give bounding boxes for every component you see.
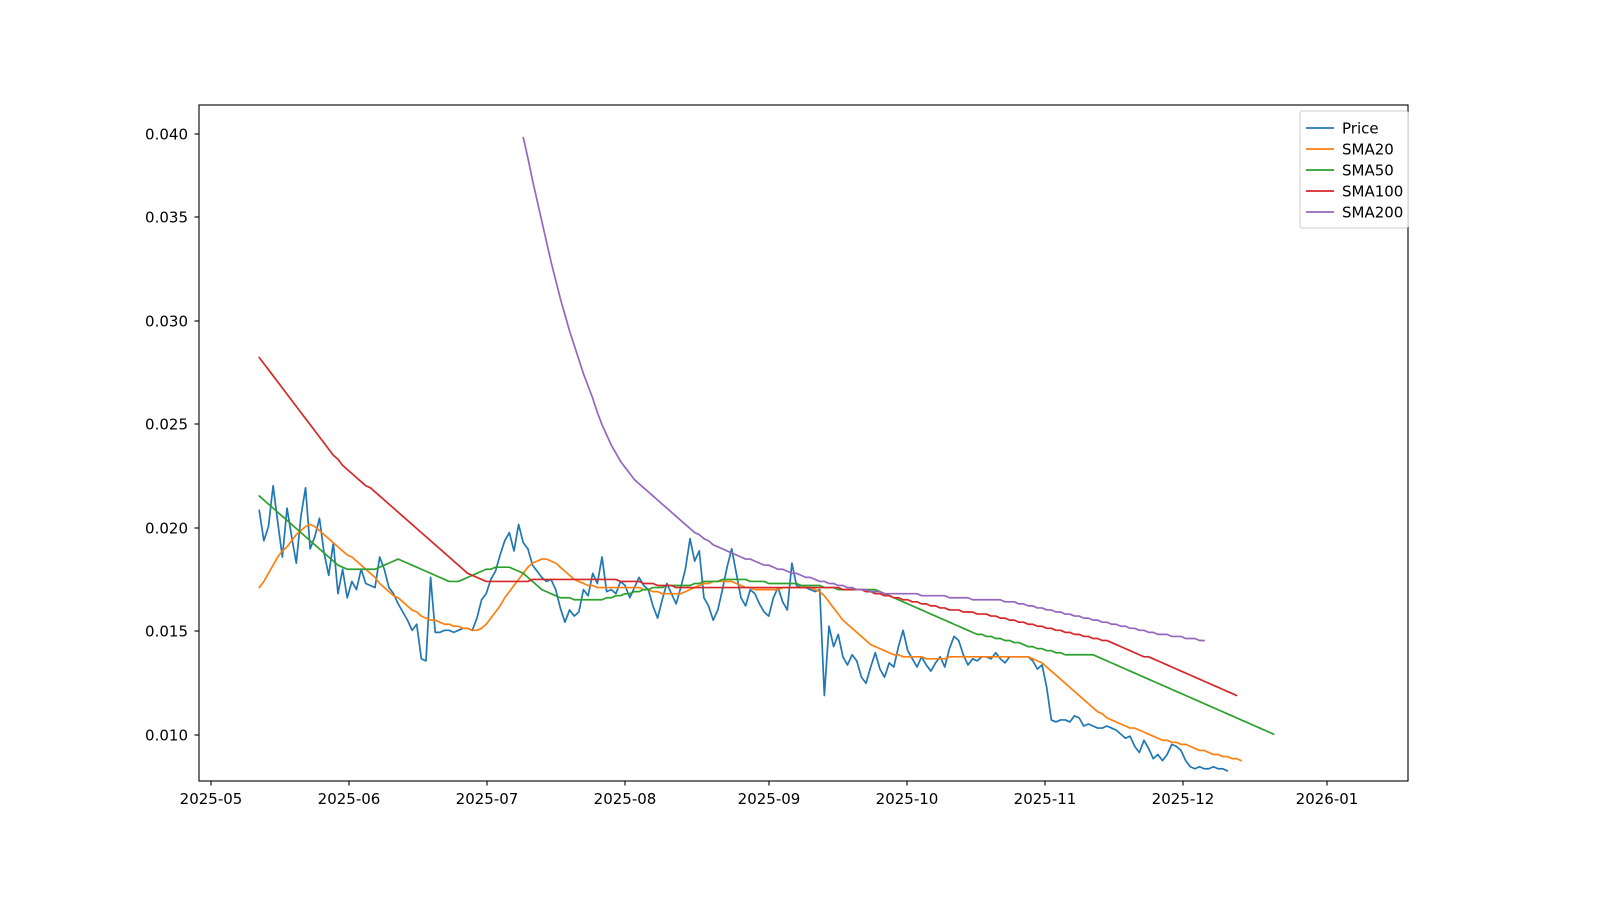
y-axis-ticks: 0.010 0.015 0.020 0.025 0.030 0.035 0.040 [145, 126, 199, 745]
legend-label-sma50: SMA50 [1342, 162, 1394, 180]
y-tick-label: 0.020 [145, 520, 188, 538]
x-tick-label: 2025-07 [456, 790, 519, 808]
legend-label-price: Price [1342, 120, 1379, 138]
y-tick-label: 0.025 [145, 416, 188, 434]
plot-area-background [199, 105, 1408, 781]
x-tick-label: 2025-11 [1014, 790, 1077, 808]
x-tick-label: 2025-10 [876, 790, 939, 808]
data-series-layer [258, 136, 1275, 772]
x-tick-label: 2025-08 [594, 790, 657, 808]
series-line-sma100 [258, 356, 1238, 697]
y-tick-label: 0.010 [145, 727, 188, 745]
legend-label-sma20: SMA20 [1342, 141, 1394, 159]
chart-legend[interactable]: Price SMA20 SMA50 SMA100 SMA200 [1299, 110, 1409, 229]
axes-spines [198, 104, 1409, 782]
x-tick-label: 2025-05 [180, 790, 243, 808]
legend-box [1299, 110, 1409, 229]
x-axis-ticks: 2025-05 2025-06 2025-07 2025-08 2025-09 2025-… [180, 781, 1359, 808]
x-tick-label: 2025-09 [738, 790, 801, 808]
legend-label-sma200: SMA200 [1342, 204, 1403, 222]
series-line-sma50 [258, 495, 1275, 736]
x-tick-label: 2025-12 [1152, 790, 1215, 808]
x-tick-label: 2026-01 [1296, 790, 1359, 808]
y-tick-label: 0.035 [145, 209, 188, 227]
y-tick-label: 0.015 [145, 623, 188, 641]
y-tick-label: 0.040 [145, 126, 188, 144]
y-tick-label: 0.030 [145, 313, 188, 331]
legend-label-sma100: SMA100 [1342, 183, 1403, 201]
x-tick-label: 2025-06 [318, 790, 381, 808]
series-line-sma200 [522, 136, 1206, 642]
series-line-price [258, 484, 1229, 772]
